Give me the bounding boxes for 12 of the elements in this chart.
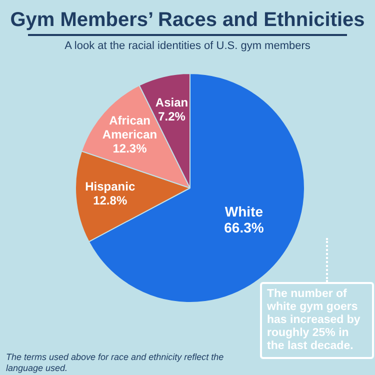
data-label: 12.8% bbox=[93, 194, 128, 208]
slice-label: Hispanic bbox=[85, 180, 136, 194]
text: The number of white gym goers has increased by roughly 25% in the last decade. bbox=[260, 282, 374, 359]
data-label: 66.3% bbox=[224, 219, 264, 236]
slice-label: African American bbox=[102, 113, 158, 142]
data-label: 7.2% bbox=[158, 109, 186, 124]
chart-subtitle: A look at the racial identities of U.S. gym members bbox=[64, 40, 312, 52]
data-label: 12.3% bbox=[112, 141, 148, 156]
chart-title: Gym Members’ Races and Ethnicities bbox=[9, 8, 366, 32]
slice-label: Asian bbox=[155, 95, 188, 110]
text: The terms used above for race and ethnicity reflect the language used. bbox=[6, 352, 225, 374]
slice-label: White bbox=[224, 203, 264, 220]
